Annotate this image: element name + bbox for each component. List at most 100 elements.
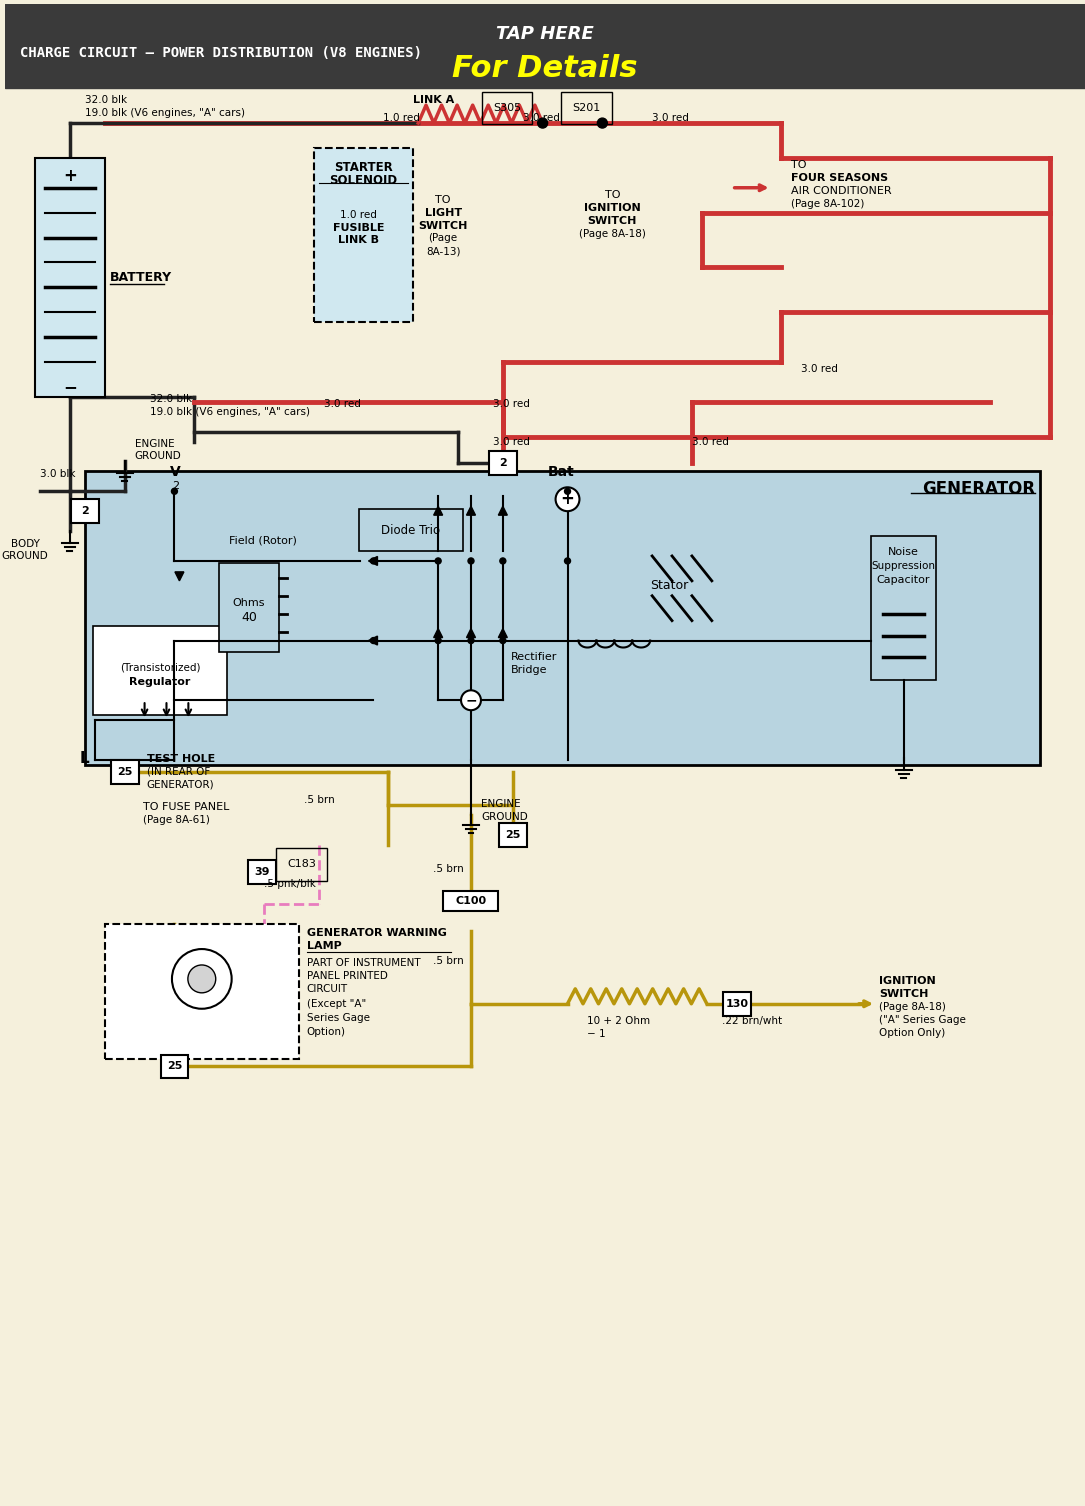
- Text: Ohms: Ohms: [233, 598, 266, 608]
- Text: PART OF INSTRUMENT: PART OF INSTRUMENT: [307, 958, 420, 968]
- Circle shape: [468, 557, 474, 563]
- Circle shape: [538, 117, 548, 128]
- Text: 25: 25: [117, 767, 132, 777]
- Circle shape: [564, 557, 571, 563]
- Text: 10 + 2 Ohm: 10 + 2 Ohm: [587, 1015, 651, 1026]
- Text: CIRCUIT: CIRCUIT: [307, 983, 348, 994]
- Text: .22 brn/wht: .22 brn/wht: [722, 1015, 782, 1026]
- Bar: [93, 625, 227, 715]
- Text: (Page 8A-18): (Page 8A-18): [879, 1001, 946, 1012]
- Text: For Details: For Details: [451, 54, 637, 83]
- Text: C183: C183: [286, 860, 316, 869]
- Text: LIGHT: LIGHT: [424, 208, 462, 218]
- Text: 3.0 red: 3.0 red: [493, 437, 529, 446]
- Bar: [443, 892, 498, 911]
- Bar: [105, 925, 298, 1059]
- Text: Regulator: Regulator: [129, 678, 191, 687]
- Text: ("A" Series Gage: ("A" Series Gage: [879, 1015, 966, 1024]
- Bar: [219, 563, 279, 652]
- Text: (IN REAR OF: (IN REAR OF: [146, 767, 209, 777]
- Text: TAP HERE: TAP HERE: [496, 24, 593, 42]
- Text: +: +: [63, 167, 77, 185]
- Text: +: +: [561, 491, 574, 508]
- Text: BATTERY: BATTERY: [110, 271, 171, 283]
- Text: Field (Rotor): Field (Rotor): [229, 535, 297, 545]
- Text: S305: S305: [493, 102, 521, 113]
- Circle shape: [435, 557, 442, 563]
- Text: LINK B: LINK B: [339, 235, 379, 245]
- Bar: [489, 452, 516, 476]
- Bar: [161, 1054, 189, 1078]
- Text: TO: TO: [791, 160, 807, 170]
- Text: (Page 8A-102): (Page 8A-102): [791, 199, 865, 209]
- Bar: [111, 761, 139, 783]
- Text: LINK A: LINK A: [413, 95, 455, 105]
- Text: ENGINE
GROUND: ENGINE GROUND: [481, 800, 527, 822]
- Text: (Page: (Page: [429, 233, 458, 244]
- Text: GENERATOR): GENERATOR): [146, 780, 214, 789]
- Text: (Page 8A-61): (Page 8A-61): [142, 815, 209, 825]
- Text: FOUR SEASONS: FOUR SEASONS: [791, 173, 889, 182]
- Text: FUSIBLE: FUSIBLE: [333, 223, 384, 232]
- Text: 40: 40: [241, 611, 257, 623]
- Text: SWITCH: SWITCH: [419, 220, 468, 230]
- Bar: [358, 509, 463, 551]
- Polygon shape: [434, 628, 443, 637]
- Bar: [85, 471, 1041, 765]
- Text: Rectifier: Rectifier: [511, 652, 558, 663]
- Text: C100: C100: [456, 896, 486, 907]
- Text: .5 brn: .5 brn: [433, 956, 464, 965]
- Text: IGNITION: IGNITION: [584, 203, 640, 212]
- Bar: [871, 536, 935, 681]
- Text: 19.0 blk (V6 engines, "A" cars): 19.0 blk (V6 engines, "A" cars): [150, 407, 309, 417]
- Text: −: −: [465, 693, 476, 708]
- Bar: [723, 992, 751, 1015]
- Text: 32.0 blk: 32.0 blk: [150, 393, 192, 404]
- Text: (Transistorized): (Transistorized): [119, 663, 201, 672]
- Text: PANEL PRINTED: PANEL PRINTED: [307, 971, 387, 980]
- Text: Diode Trio: Diode Trio: [381, 524, 441, 536]
- Text: Option): Option): [307, 1027, 346, 1036]
- Text: 39: 39: [254, 867, 270, 878]
- Circle shape: [171, 488, 178, 494]
- Circle shape: [435, 637, 442, 643]
- Text: CHARGE CIRCUIT — POWER DISTRIBUTION (V8 ENGINES): CHARGE CIRCUIT — POWER DISTRIBUTION (V8 …: [21, 47, 422, 60]
- Text: 3.0 blk: 3.0 blk: [40, 470, 76, 479]
- Text: LAMP: LAMP: [307, 941, 342, 952]
- Text: TO: TO: [604, 190, 620, 200]
- Text: Bridge: Bridge: [511, 666, 547, 675]
- Circle shape: [461, 690, 481, 711]
- Text: IGNITION: IGNITION: [879, 976, 935, 986]
- Text: 1.0 red: 1.0 red: [383, 113, 420, 123]
- Circle shape: [171, 949, 232, 1009]
- Text: 19.0 blk (V6 engines, "A" cars): 19.0 blk (V6 engines, "A" cars): [85, 108, 245, 117]
- Text: 25: 25: [506, 830, 521, 840]
- Circle shape: [500, 557, 506, 563]
- Text: 2: 2: [173, 482, 180, 491]
- Polygon shape: [434, 506, 443, 515]
- Text: Suppression: Suppression: [871, 560, 935, 571]
- Text: Stator: Stator: [650, 578, 688, 592]
- Text: 130: 130: [725, 998, 749, 1009]
- Text: Noise: Noise: [888, 547, 919, 557]
- Text: TEST HOLE: TEST HOLE: [146, 755, 215, 764]
- Circle shape: [370, 637, 376, 643]
- Text: 2: 2: [499, 458, 507, 468]
- Text: 3.0 red: 3.0 red: [692, 437, 729, 446]
- Text: AIR CONDITIONER: AIR CONDITIONER: [791, 185, 892, 196]
- Text: 3.0 red: 3.0 red: [652, 113, 689, 123]
- Text: 1.0 red: 1.0 red: [340, 209, 376, 220]
- Circle shape: [468, 637, 474, 643]
- Text: TO FUSE PANEL: TO FUSE PANEL: [142, 801, 229, 812]
- Polygon shape: [467, 628, 475, 637]
- Text: BODY
GROUND: BODY GROUND: [2, 539, 49, 560]
- Circle shape: [370, 557, 376, 563]
- Text: (Page 8A-18): (Page 8A-18): [579, 229, 646, 238]
- Text: Series Gage: Series Gage: [307, 1012, 370, 1023]
- Circle shape: [598, 117, 608, 128]
- Text: 25: 25: [167, 1062, 182, 1071]
- Polygon shape: [467, 506, 475, 515]
- Text: L: L: [80, 751, 90, 767]
- Text: TO: TO: [435, 194, 451, 205]
- Text: (Except "A": (Except "A": [307, 998, 366, 1009]
